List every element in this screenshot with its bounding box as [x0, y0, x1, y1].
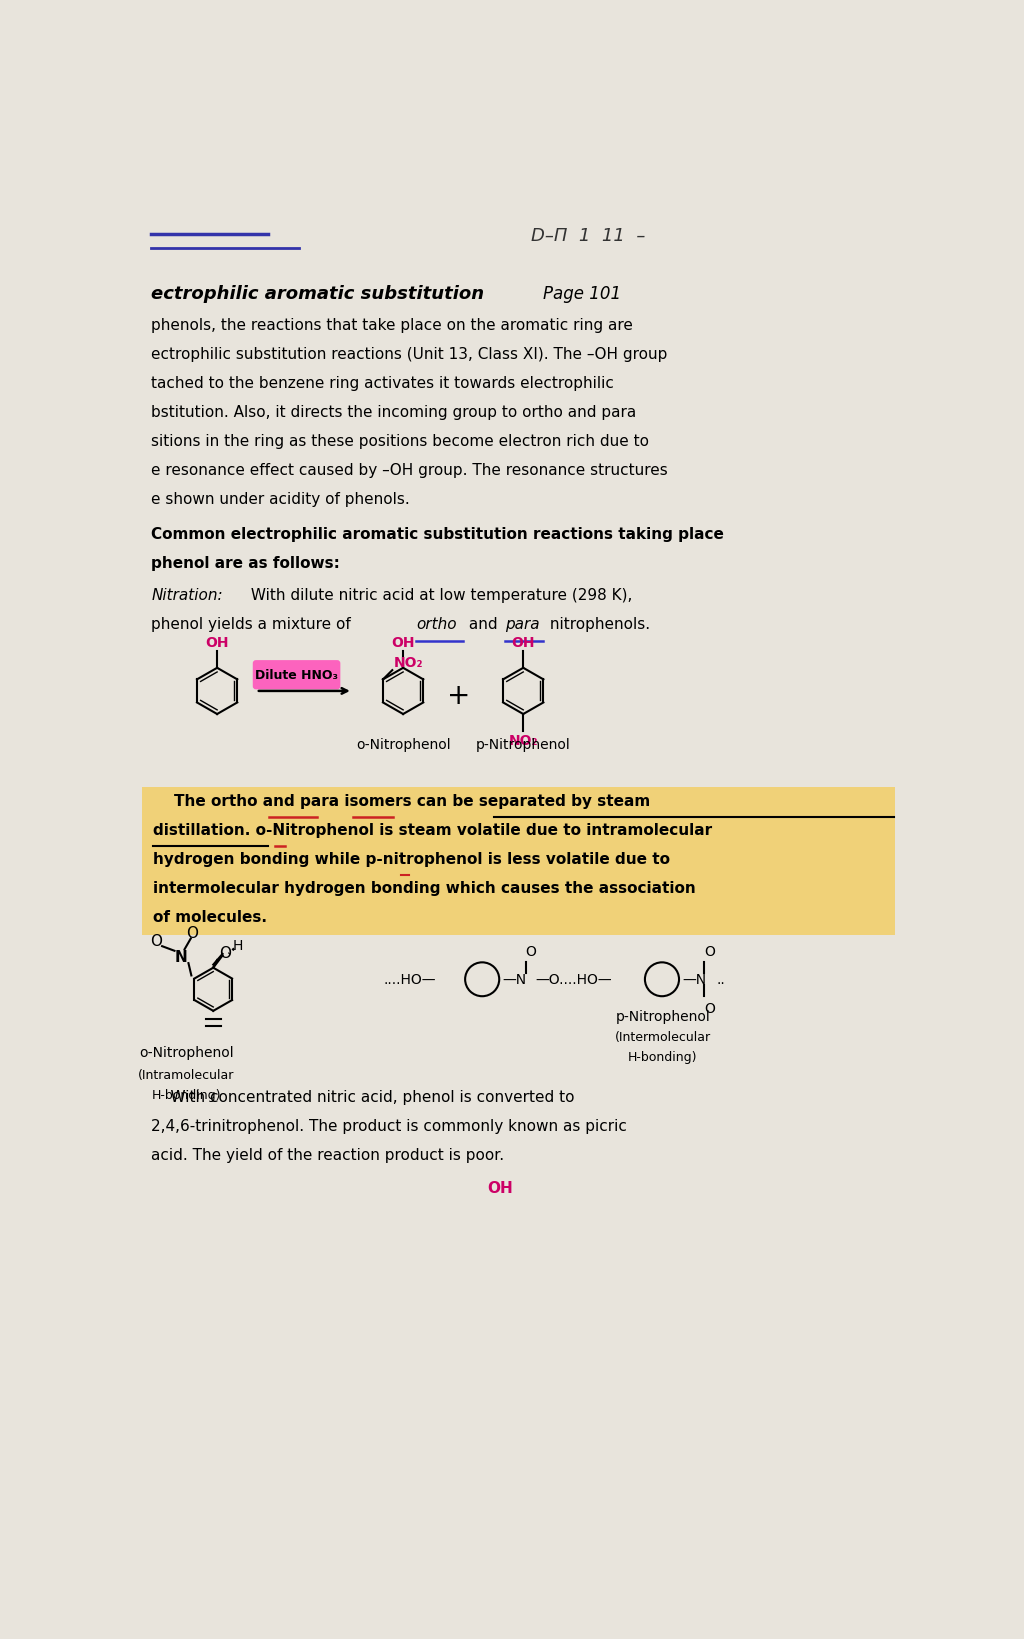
Text: p-Nitrophenol: p-Nitrophenol — [615, 1010, 710, 1023]
Text: H-bonding): H-bonding) — [152, 1088, 221, 1101]
Text: NO₂: NO₂ — [394, 656, 423, 669]
Text: NO₂: NO₂ — [509, 734, 538, 747]
Text: O: O — [525, 944, 537, 959]
Text: ortho: ortho — [417, 616, 457, 631]
Text: tached to the benzene ring activates it towards electrophilic: tached to the benzene ring activates it … — [152, 375, 614, 392]
Text: ....HO—: ....HO— — [384, 972, 436, 987]
FancyBboxPatch shape — [142, 788, 895, 936]
Text: phenol yields a mixture of: phenol yields a mixture of — [152, 616, 356, 631]
Text: H: H — [232, 938, 244, 952]
Text: (Intramolecular: (Intramolecular — [138, 1069, 234, 1082]
Text: +: + — [447, 682, 471, 710]
Text: N: N — [174, 951, 187, 965]
Text: D–Π  1  11  –: D–Π 1 11 – — [531, 228, 645, 246]
Text: phenols, the reactions that take place on the aromatic ring are: phenols, the reactions that take place o… — [152, 318, 633, 333]
Text: para: para — [505, 616, 540, 631]
Text: distillation. o-Nitrophenol is steam volatile due to intramolecular: distillation. o-Nitrophenol is steam vol… — [153, 823, 712, 838]
Text: H-bonding): H-bonding) — [628, 1051, 697, 1064]
Text: Nitration:: Nitration: — [152, 588, 223, 603]
Text: of molecules.: of molecules. — [153, 910, 267, 924]
Text: O: O — [186, 926, 199, 941]
Text: acid. The yield of the reaction product is poor.: acid. The yield of the reaction product … — [152, 1147, 505, 1162]
Text: phenol are as follows:: phenol are as follows: — [152, 556, 340, 570]
Text: p-Nitrophenol: p-Nitrophenol — [476, 738, 570, 752]
Text: intermolecular hydrogen bonding which causes the association: intermolecular hydrogen bonding which ca… — [153, 880, 695, 895]
Text: Common electrophilic aromatic substitution reactions taking place: Common electrophilic aromatic substituti… — [152, 526, 724, 541]
Text: ectrophilic substitution reactions (Unit 13, Class XI). The –OH group: ectrophilic substitution reactions (Unit… — [152, 347, 668, 362]
Text: (Intermolecular: (Intermolecular — [614, 1031, 711, 1044]
Text: o-Nitrophenol: o-Nitrophenol — [139, 1046, 233, 1059]
Text: OH: OH — [487, 1180, 513, 1195]
Text: —N: —N — [682, 972, 707, 987]
Text: e shown under acidity of phenols.: e shown under acidity of phenols. — [152, 492, 410, 506]
Text: ..: .. — [717, 972, 726, 987]
Text: and: and — [464, 616, 503, 631]
Text: —O....HO—: —O....HO— — [535, 972, 611, 987]
Text: ectrophilic aromatic substitution: ectrophilic aromatic substitution — [152, 285, 484, 303]
Text: OH: OH — [391, 636, 415, 649]
Text: Page 101: Page 101 — [543, 285, 621, 303]
Text: With concentrated nitric acid, phenol is converted to: With concentrated nitric acid, phenol is… — [152, 1090, 574, 1105]
Text: OH: OH — [512, 636, 535, 649]
Text: OH: OH — [206, 636, 229, 649]
Text: —N: —N — [503, 972, 526, 987]
Text: With dilute nitric acid at low temperature (298 K),: With dilute nitric acid at low temperatu… — [246, 588, 632, 603]
Text: bstitution. Also, it directs the incoming group to ortho and para: bstitution. Also, it directs the incomin… — [152, 405, 637, 420]
Text: e resonance effect caused by –OH group. The resonance structures: e resonance effect caused by –OH group. … — [152, 462, 668, 477]
Text: O: O — [703, 944, 715, 959]
Text: Dilute HNO₃: Dilute HNO₃ — [255, 669, 338, 682]
Text: 2,4,6-trinitrophenol. The product is commonly known as picric: 2,4,6-trinitrophenol. The product is com… — [152, 1118, 627, 1134]
Text: sitions in the ring as these positions become electron rich due to: sitions in the ring as these positions b… — [152, 434, 649, 449]
Text: O: O — [219, 946, 230, 960]
Text: hydrogen bonding while p-nitrophenol is less volatile due to: hydrogen bonding while p-nitrophenol is … — [153, 852, 670, 867]
Text: The ortho and para isomers can be separated by steam: The ortho and para isomers can be separa… — [153, 793, 650, 808]
Text: o-Nitrophenol: o-Nitrophenol — [355, 738, 451, 752]
Text: nitrophenols.: nitrophenols. — [545, 616, 650, 631]
FancyBboxPatch shape — [253, 661, 340, 690]
Text: O: O — [150, 933, 162, 947]
Text: O: O — [703, 1001, 715, 1015]
